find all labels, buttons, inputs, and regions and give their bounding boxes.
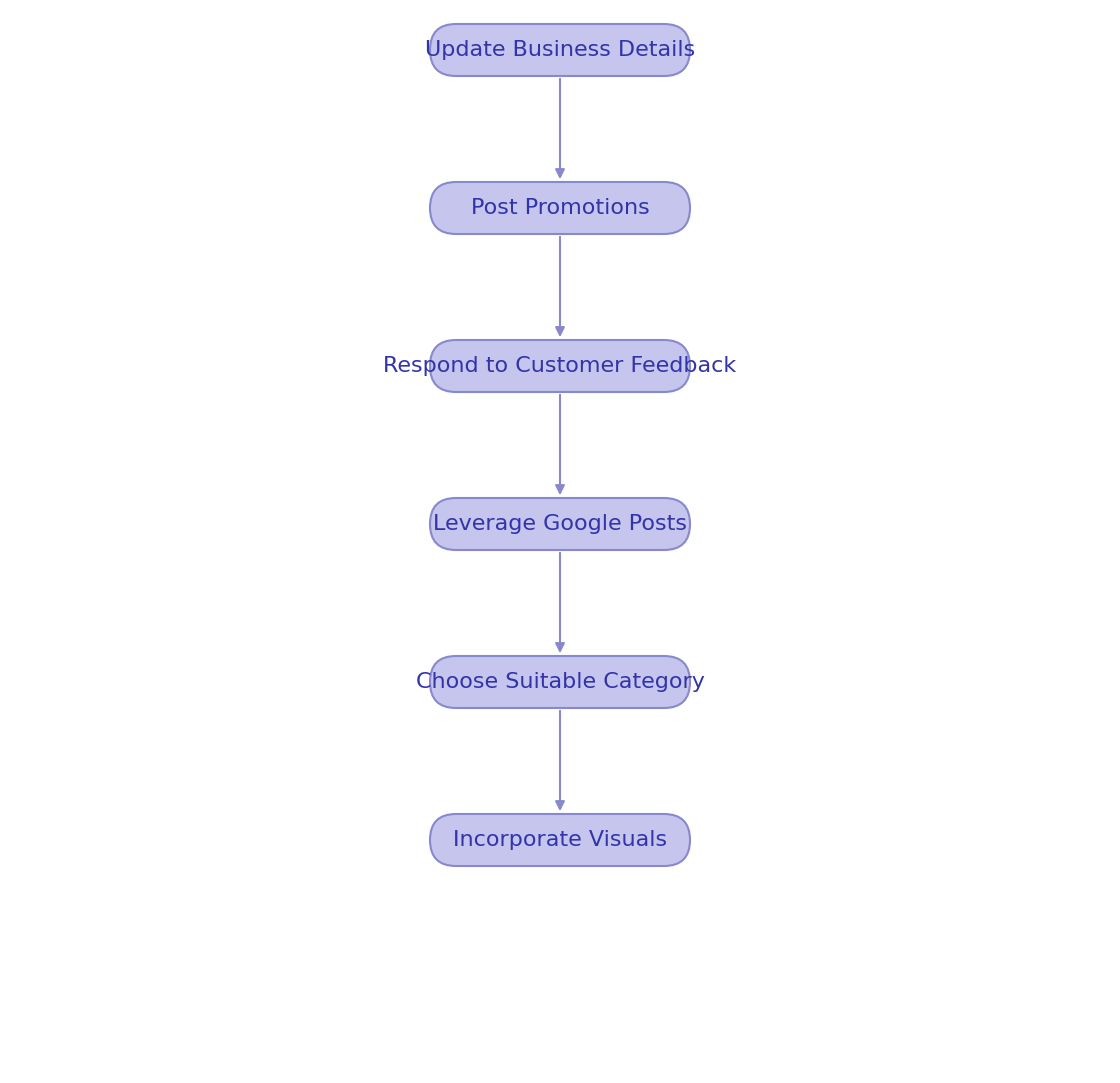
FancyBboxPatch shape: [430, 814, 690, 866]
Text: Leverage Google Posts: Leverage Google Posts: [433, 514, 687, 534]
Text: Respond to Customer Feedback: Respond to Customer Feedback: [383, 356, 737, 376]
FancyBboxPatch shape: [430, 24, 690, 76]
FancyBboxPatch shape: [430, 656, 690, 708]
FancyBboxPatch shape: [430, 498, 690, 550]
FancyBboxPatch shape: [430, 182, 690, 234]
Text: Incorporate Visuals: Incorporate Visuals: [452, 830, 668, 850]
Text: Post Promotions: Post Promotions: [470, 198, 650, 218]
Text: Update Business Details: Update Business Details: [424, 40, 696, 60]
FancyBboxPatch shape: [430, 340, 690, 392]
Text: Choose Suitable Category: Choose Suitable Category: [416, 671, 704, 692]
